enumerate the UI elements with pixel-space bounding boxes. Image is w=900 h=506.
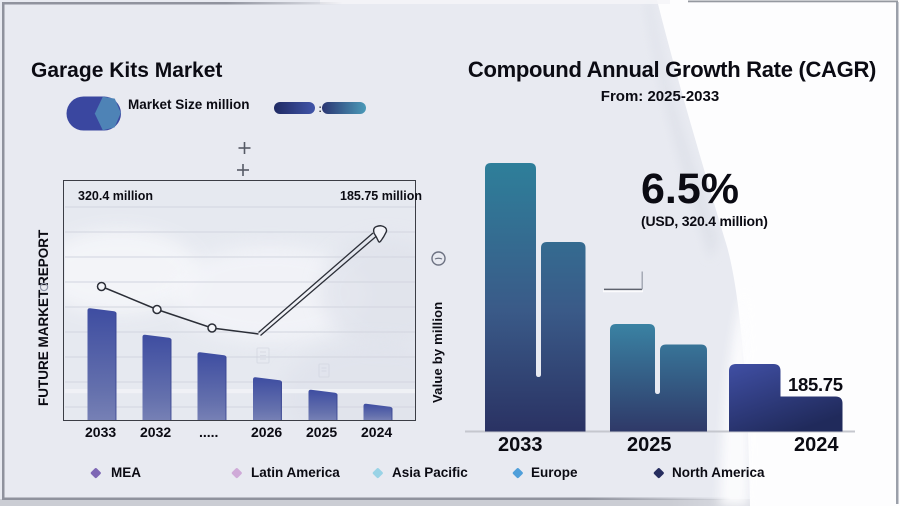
svg-text::: : xyxy=(319,104,322,115)
